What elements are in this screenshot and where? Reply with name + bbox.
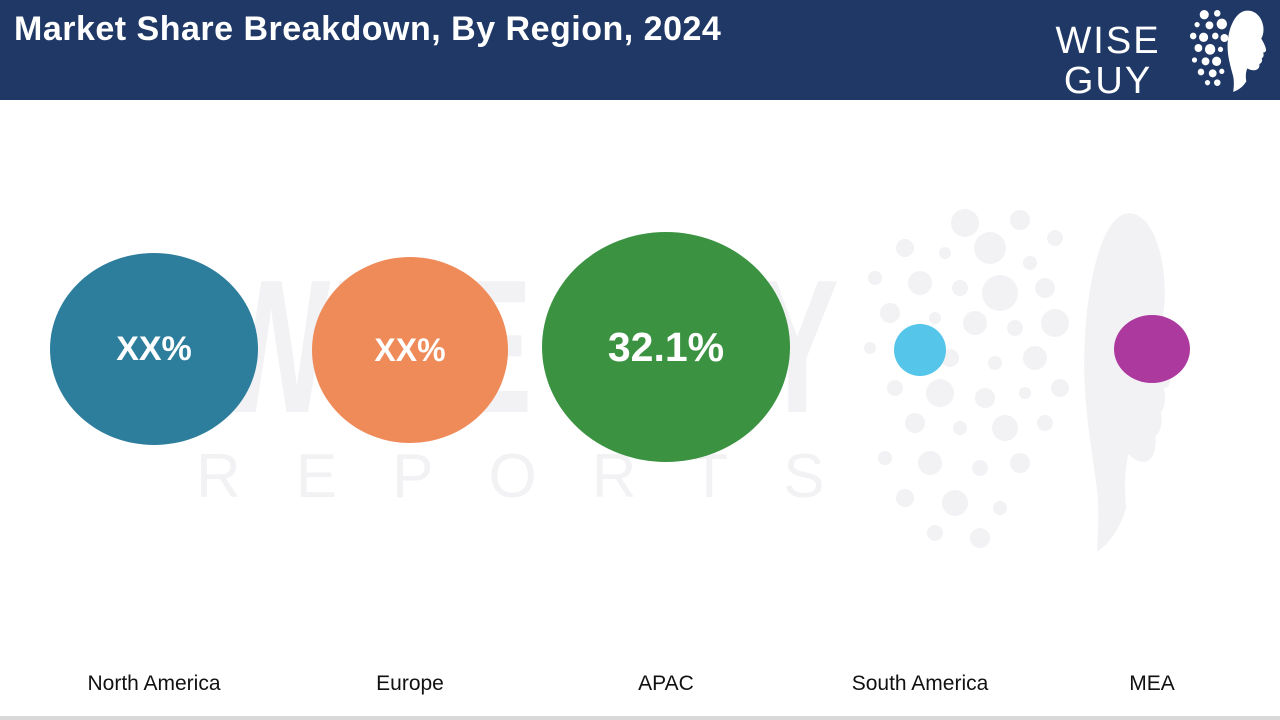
logo-head-icon	[1189, 10, 1266, 92]
axis-label-south-america: South America	[851, 672, 989, 695]
bottom-border	[0, 716, 1280, 720]
logo-wordmark: WISE GUY REPORTS	[1016, 20, 1200, 119]
watermark-subtext: REPORTS	[196, 442, 880, 511]
logo-wordmark-line1: WISE GUY	[1055, 20, 1161, 102]
bubble-apac: 32.1%	[542, 232, 790, 462]
bubble-europe: XX%	[312, 257, 508, 443]
axis-label-north-america: North America	[87, 672, 221, 695]
bubble-chart: WISE GUY REPORTS	[0, 100, 1280, 716]
bubble-north-america: XX%	[50, 253, 258, 445]
page-title: Market Share Breakdown, By Region, 2024	[14, 10, 722, 48]
brand-logo: WISE GUY REPORTS	[1016, 4, 1266, 119]
watermark-head-icon	[864, 209, 1171, 552]
axis-label-europe: Europe	[376, 672, 444, 695]
logo-wordmark-line2: REPORTS	[1051, 103, 1171, 119]
bubble-south-america	[894, 324, 946, 376]
header-bar: Market Share Breakdown, By Region, 2024 …	[0, 0, 1280, 119]
axis-label-mea: MEA	[1129, 672, 1175, 695]
bubble-mea	[1114, 315, 1190, 383]
axis-label-apac: APAC	[638, 672, 694, 695]
